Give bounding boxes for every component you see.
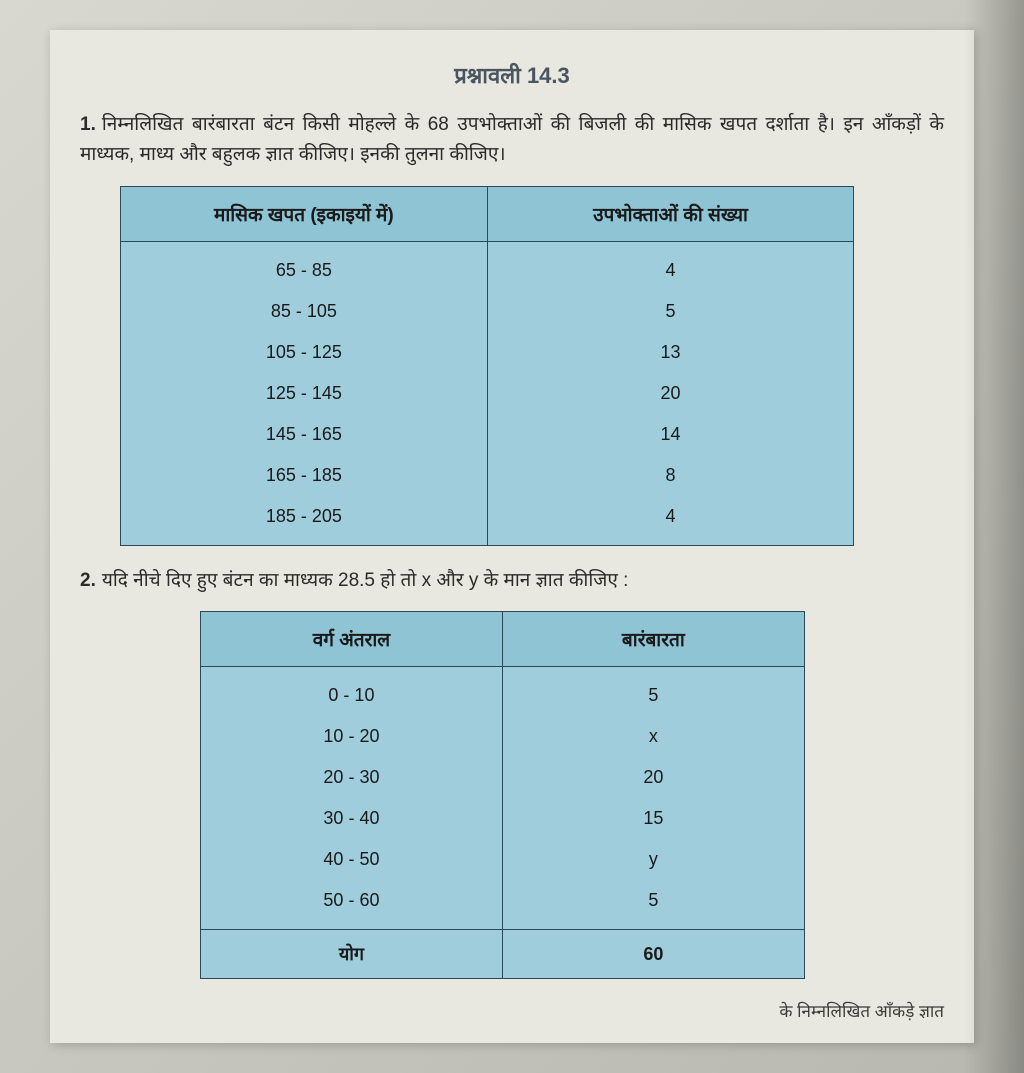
q1-interval: 65 - 85: [141, 250, 467, 291]
q1-header-left: मासिक खपत (इकाइयों में): [121, 186, 488, 241]
question-1: 1.निम्नलिखित बारंबारता बंटन किसी मोहल्ले…: [80, 110, 944, 546]
q2-header-left: वर्ग अंतराल: [201, 612, 503, 667]
q1-interval: 105 - 125: [141, 332, 467, 373]
question-1-table: मासिक खपत (इकाइयों में) उपभोक्ताओं की सं…: [120, 186, 854, 546]
question-1-number: 1.: [80, 114, 96, 135]
q2-interval: 50 - 60: [221, 880, 482, 921]
question-2: 2. यदि नीचे दिए हुए बंटन का माध्यक 28.5 ह…: [80, 566, 944, 979]
q1-freq: 4: [508, 496, 834, 537]
q2-total-label: योग: [201, 930, 503, 979]
q2-total-row: योग 60: [201, 930, 805, 979]
q1-freq: 8: [508, 455, 834, 496]
q2-interval: 10 - 20: [221, 716, 482, 757]
q1-freq: 5: [508, 291, 834, 332]
q2-freq-cell: 5 x 20 15 y 5: [502, 667, 804, 930]
q2-freq: 20: [523, 757, 784, 798]
q1-intervals-cell: 65 - 85 85 - 105 105 - 125 125 - 145 145…: [121, 241, 488, 545]
q1-interval: 125 - 145: [141, 373, 467, 414]
q1-freq: 14: [508, 414, 834, 455]
bottom-cutoff-text: के निम्नलिखित आँकड़े ज्ञात: [80, 999, 944, 1022]
q1-interval: 145 - 165: [141, 414, 467, 455]
q2-total-value: 60: [502, 930, 804, 979]
q1-interval: 185 - 205: [141, 496, 467, 537]
q2-interval: 30 - 40: [221, 798, 482, 839]
q1-freq: 20: [508, 373, 834, 414]
question-1-body: निम्नलिखित बारंबारता बंटन किसी मोहल्ले क…: [80, 114, 944, 165]
q1-freq: 13: [508, 332, 834, 373]
textbook-page: प्रश्नावली 14.3 1.निम्नलिखित बारंबारता ब…: [50, 30, 974, 1043]
q1-interval: 85 - 105: [141, 291, 467, 332]
q2-freq: 5: [523, 675, 784, 716]
q2-intervals-cell: 0 - 10 10 - 20 20 - 30 30 - 40 40 - 50 5…: [201, 667, 503, 930]
question-2-table: वर्ग अंतराल बारंबारता 0 - 10 10 - 20 20 …: [200, 611, 805, 979]
q1-interval: 165 - 185: [141, 455, 467, 496]
exercise-title: प्रश्नावली 14.3: [80, 60, 944, 90]
question-2-number: 2.: [80, 570, 96, 591]
question-2-body: यदि नीचे दिए हुए बंटन का माध्यक 28.5 हो …: [102, 570, 629, 591]
q2-interval: 20 - 30: [221, 757, 482, 798]
q2-freq: y: [523, 839, 784, 880]
q2-freq: x: [523, 716, 784, 757]
q2-freq: 5: [523, 880, 784, 921]
q1-freq-cell: 4 5 13 20 14 8 4: [487, 241, 854, 545]
q2-freq: 15: [523, 798, 784, 839]
q2-header-right: बारंबारता: [502, 612, 804, 667]
q2-interval: 40 - 50: [221, 839, 482, 880]
question-2-text: 2. यदि नीचे दिए हुए बंटन का माध्यक 28.5 ह…: [80, 566, 944, 596]
question-1-text: 1.निम्नलिखित बारंबारता बंटन किसी मोहल्ले…: [80, 110, 944, 171]
q2-interval: 0 - 10: [221, 675, 482, 716]
q1-freq: 4: [508, 250, 834, 291]
q1-header-right: उपभोक्ताओं की संख्या: [487, 186, 854, 241]
